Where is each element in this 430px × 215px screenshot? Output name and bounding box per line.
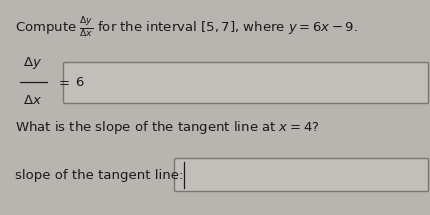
Text: slope of the tangent line:: slope of the tangent line: xyxy=(15,169,183,181)
Text: $\Delta y$: $\Delta y$ xyxy=(23,55,43,71)
Text: What is the slope of the tangent line at $x = 4$?: What is the slope of the tangent line at… xyxy=(15,120,319,137)
FancyBboxPatch shape xyxy=(63,63,427,103)
Text: $=$: $=$ xyxy=(56,75,70,89)
Text: $\Delta x$: $\Delta x$ xyxy=(24,94,43,106)
Text: Compute $\frac{\Delta y}{\Delta x}$ for the interval $[5, 7]$, where $y = 6x - 9: Compute $\frac{\Delta y}{\Delta x}$ for … xyxy=(15,16,357,40)
Text: 6: 6 xyxy=(75,77,83,89)
FancyBboxPatch shape xyxy=(174,158,427,192)
